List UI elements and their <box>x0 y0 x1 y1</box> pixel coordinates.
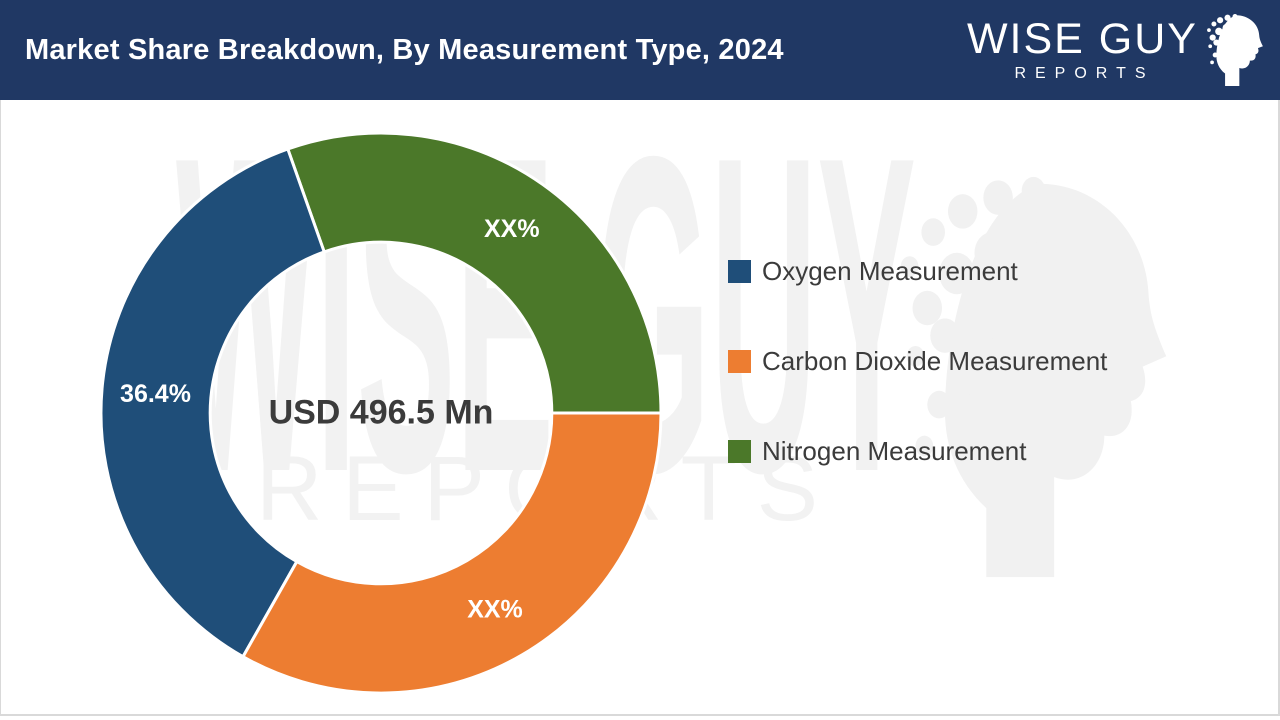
header-bar: Market Share Breakdown, By Measurement T… <box>0 0 1280 100</box>
logo-text: WISE GUY REPORTS <box>967 17 1198 82</box>
donut-segment-label: 36.4% <box>120 380 191 408</box>
donut-segment-nitrogen-measurement <box>285 131 663 415</box>
legend-item-nitrogen: Nitrogen Measurement <box>728 436 1107 466</box>
donut-chart: XX% 36.4% XX% <box>99 131 663 695</box>
logo-subtitle: REPORTS <box>1014 64 1155 82</box>
legend-label-oxygen: Oxygen Measurement <box>762 256 1018 286</box>
legend-swatch-carbon-dioxide <box>728 350 751 373</box>
donut-segment-label: XX% <box>467 595 523 623</box>
donut-segment-carbon-dioxide-measurement <box>240 411 663 695</box>
legend-swatch-nitrogen <box>728 440 751 463</box>
legend-label-nitrogen: Nitrogen Measurement <box>762 436 1027 466</box>
legend-label-carbon-dioxide: Carbon Dioxide Measurement <box>762 346 1108 376</box>
donut-segment-oxygen-measurement <box>99 147 327 659</box>
logo-wordmark: WISE GUY <box>966 15 1198 64</box>
page-title: Market Share Breakdown, By Measurement T… <box>25 33 784 66</box>
donut-segment-label: XX% <box>484 215 540 243</box>
donut-center-value: USD 496.5 Mn <box>268 393 494 432</box>
wise-guy-reports-logo: WISE GUY REPORTS <box>967 6 1266 94</box>
legend-item-carbon-dioxide: Carbon Dioxide Measurement <box>728 346 1108 376</box>
legend-item-oxygen: Oxygen Measurement <box>728 256 1107 286</box>
legend: Oxygen Measurement Carbon Dioxide Measur… <box>728 256 1108 529</box>
face-profile-icon <box>1207 14 1263 86</box>
legend-swatch-oxygen <box>728 260 751 283</box>
chart-area: WISE GUY REPORTS XX%36.4%XX% USD 496.5 M… <box>0 100 1280 716</box>
